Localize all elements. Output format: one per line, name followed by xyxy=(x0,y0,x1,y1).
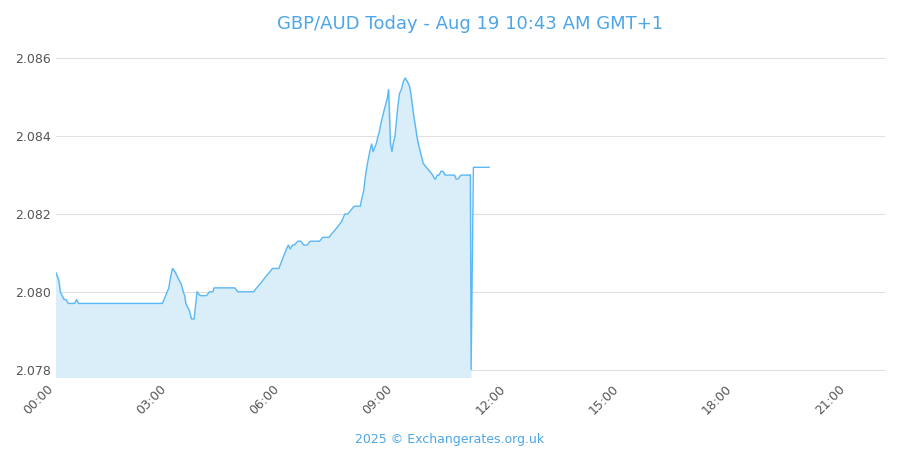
Title: GBP/AUD Today - Aug 19 10:43 AM GMT+1: GBP/AUD Today - Aug 19 10:43 AM GMT+1 xyxy=(277,15,663,33)
Text: 2025 © Exchangerates.org.uk: 2025 © Exchangerates.org.uk xyxy=(356,432,544,446)
